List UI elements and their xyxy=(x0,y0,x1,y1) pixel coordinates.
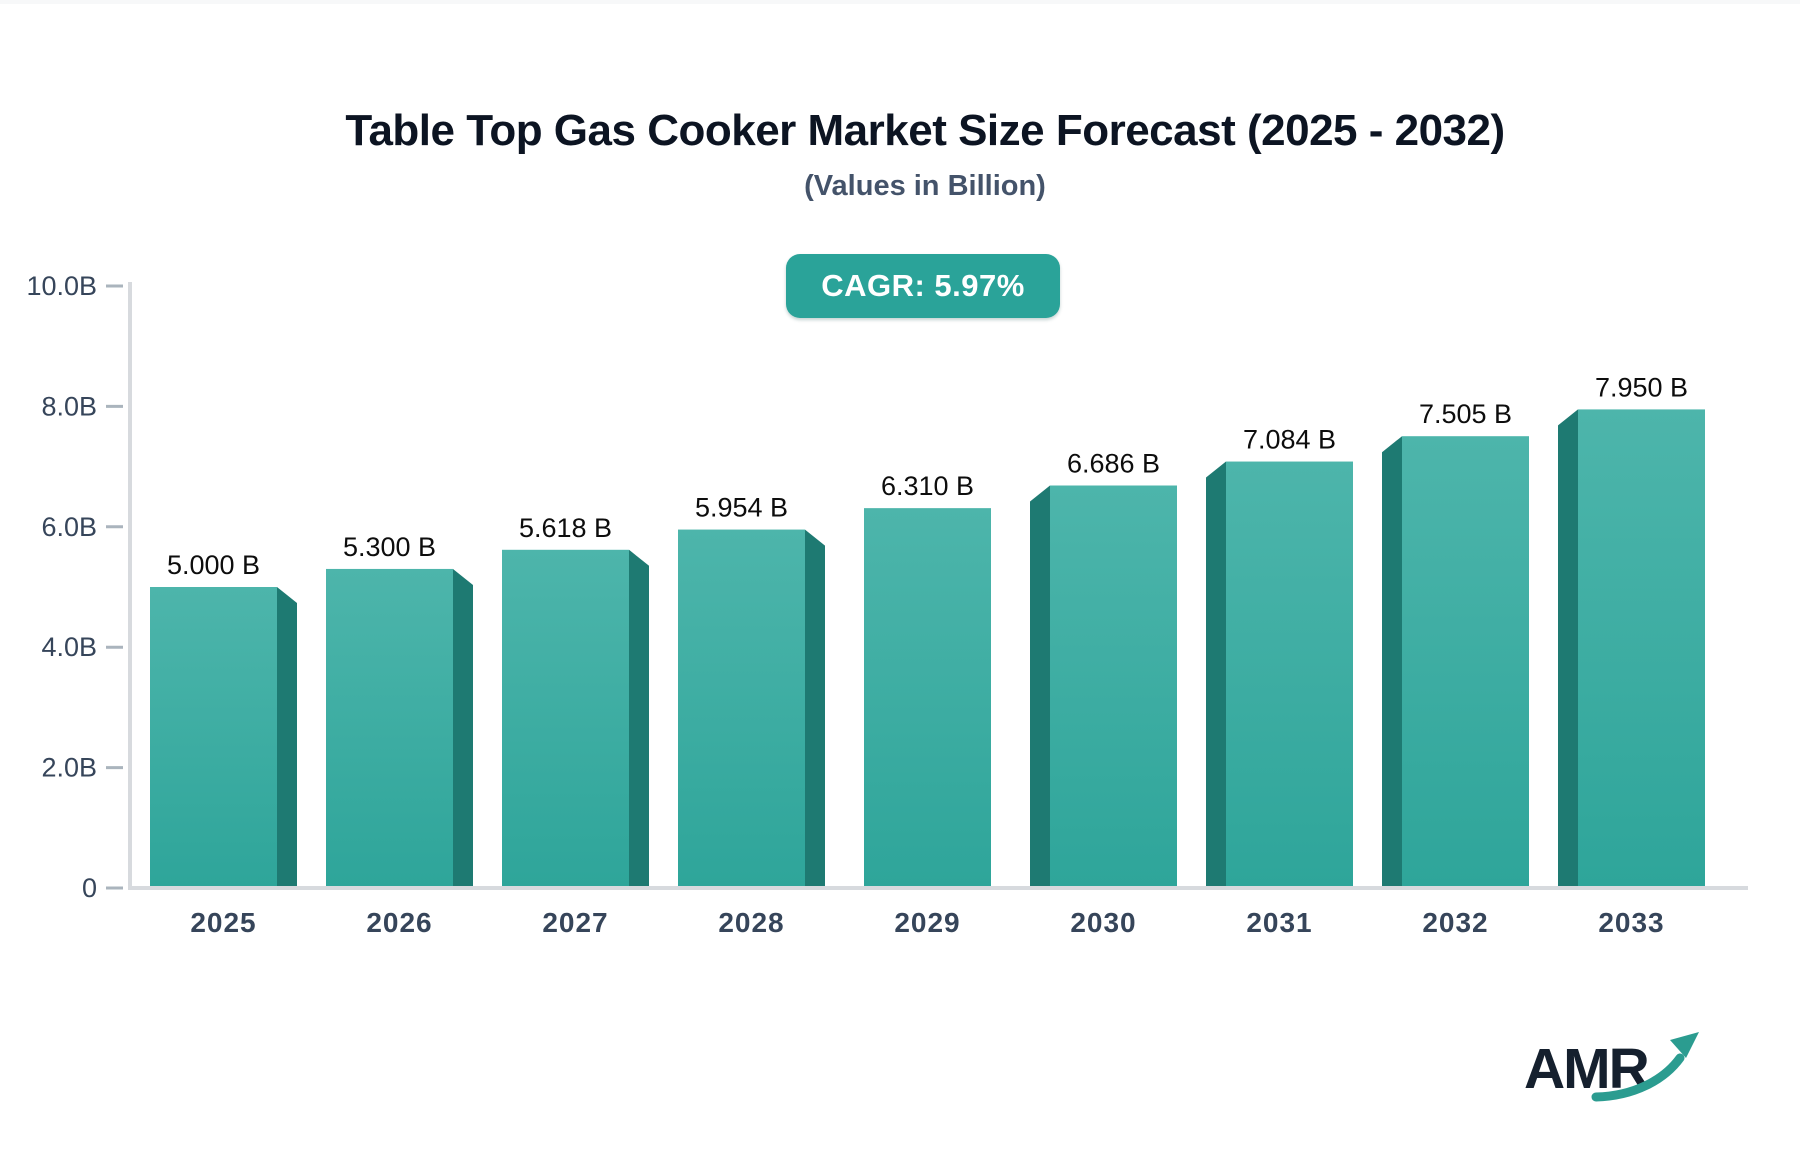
bar-side-2027 xyxy=(629,549,649,888)
y-tick-label-0: 0 xyxy=(82,873,97,903)
bar-2027 xyxy=(502,549,629,888)
chart-title: Table Top Gas Cooker Market Size Forecas… xyxy=(345,106,1505,155)
bar-2031 xyxy=(1226,461,1353,888)
logo-arrow-swoosh xyxy=(1591,1053,1685,1102)
bar-side-2033 xyxy=(1558,409,1578,888)
chart-subtitle: (Values in Billion) xyxy=(804,170,1046,202)
y-tick-label-10.0B: 10.0B xyxy=(26,271,97,301)
amr-logo: AMR xyxy=(1524,1032,1699,1102)
bar-value-label-2026: 5.300 B xyxy=(343,532,436,562)
y-tick-label-4.0B: 4.0B xyxy=(41,632,97,662)
x-tick-label-2032: 2032 xyxy=(1422,907,1488,938)
y-tick-label-6.0B: 6.0B xyxy=(41,512,97,542)
bar-value-label-2031: 7.084 B xyxy=(1243,425,1336,455)
bar-value-label-2030: 6.686 B xyxy=(1067,449,1160,479)
bar-2025 xyxy=(150,587,277,888)
bar-side-2028 xyxy=(805,529,825,888)
x-tick-label-2028: 2028 xyxy=(718,907,784,938)
bar-side-2031 xyxy=(1206,461,1226,888)
logo-arrow-head-icon xyxy=(1670,1032,1699,1058)
bar-value-label-2032: 7.505 B xyxy=(1419,399,1512,429)
bar-2028 xyxy=(678,529,805,888)
x-tick-label-2030: 2030 xyxy=(1070,907,1136,938)
bar-value-label-2029: 6.310 B xyxy=(881,471,974,501)
x-tick-label-2033: 2033 xyxy=(1598,907,1664,938)
window-top-edge xyxy=(0,0,1800,4)
cagr-badge: CAGR: 5.97% xyxy=(786,254,1060,318)
x-tick-label-2029: 2029 xyxy=(894,907,960,938)
bar-value-label-2027: 5.618 B xyxy=(519,513,612,543)
y-tick-label-2.0B: 2.0B xyxy=(41,753,97,783)
x-tick-label-2027: 2027 xyxy=(542,907,608,938)
bar-side-2026 xyxy=(453,568,473,888)
bar-side-2025 xyxy=(277,587,297,888)
bar-side-2030 xyxy=(1030,485,1050,888)
x-tick-label-2031: 2031 xyxy=(1246,907,1312,938)
bar-value-label-2033: 7.950 B xyxy=(1595,372,1688,402)
bar-2026 xyxy=(326,568,453,888)
y-tick-label-8.0B: 8.0B xyxy=(41,391,97,421)
bar-2029 xyxy=(864,508,991,888)
bar-2032 xyxy=(1402,436,1529,888)
bar-2033 xyxy=(1578,409,1705,888)
x-tick-label-2025: 2025 xyxy=(190,907,256,938)
bar-value-label-2025: 5.000 B xyxy=(167,550,260,580)
bar-value-label-2028: 5.954 B xyxy=(695,493,788,523)
x-tick-label-2026: 2026 xyxy=(366,907,432,938)
bar-side-2032 xyxy=(1382,436,1402,888)
bar-2030 xyxy=(1050,485,1177,888)
